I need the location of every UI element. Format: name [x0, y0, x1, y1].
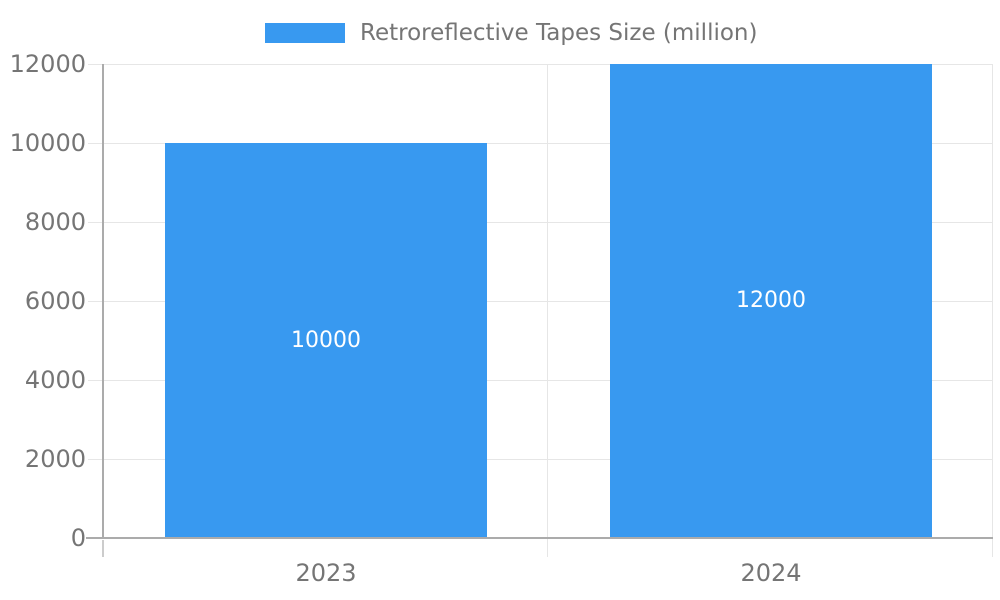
gridline-y [103, 301, 993, 302]
chart-legend[interactable]: Retroreflective Tapes Size (million) [265, 20, 757, 46]
legend-swatch-icon [265, 23, 345, 43]
y-axis-tick [88, 380, 103, 381]
bar-2024[interactable]: 12000 [610, 64, 932, 538]
gridline-x [992, 64, 993, 557]
y-tick-label: 8000 [24, 208, 86, 236]
y-axis-tick [88, 459, 103, 460]
y-axis-tick [88, 222, 103, 223]
x-tick-label: 2024 [740, 559, 802, 587]
y-tick-label: 10000 [9, 129, 86, 157]
y-tick-label: 12000 [9, 50, 86, 78]
gridline-y [103, 380, 993, 381]
bar-value-label: 12000 [736, 288, 806, 313]
gridline-x [547, 64, 548, 557]
y-tick-label: 6000 [24, 287, 86, 315]
y-axis-tick [88, 301, 103, 302]
y-tick-label: 2000 [24, 445, 86, 473]
x-tick-label: 2023 [295, 559, 357, 587]
legend-label: Retroreflective Tapes Size (million) [360, 20, 758, 46]
y-axis-line [102, 64, 104, 538]
gridline-y [103, 459, 993, 460]
y-axis-tick [88, 64, 103, 65]
gridline-y [103, 143, 993, 144]
y-tick-label: 4000 [24, 366, 86, 394]
x-axis-line [86, 537, 993, 539]
bar-value-label: 10000 [291, 327, 361, 353]
y-axis-stub [102, 540, 104, 557]
gridline-y [103, 64, 993, 65]
gridline-y [103, 222, 993, 223]
bar-2023[interactable]: 10000 [165, 143, 487, 538]
y-axis-tick [88, 143, 103, 144]
y-tick-label: 0 [70, 524, 86, 552]
